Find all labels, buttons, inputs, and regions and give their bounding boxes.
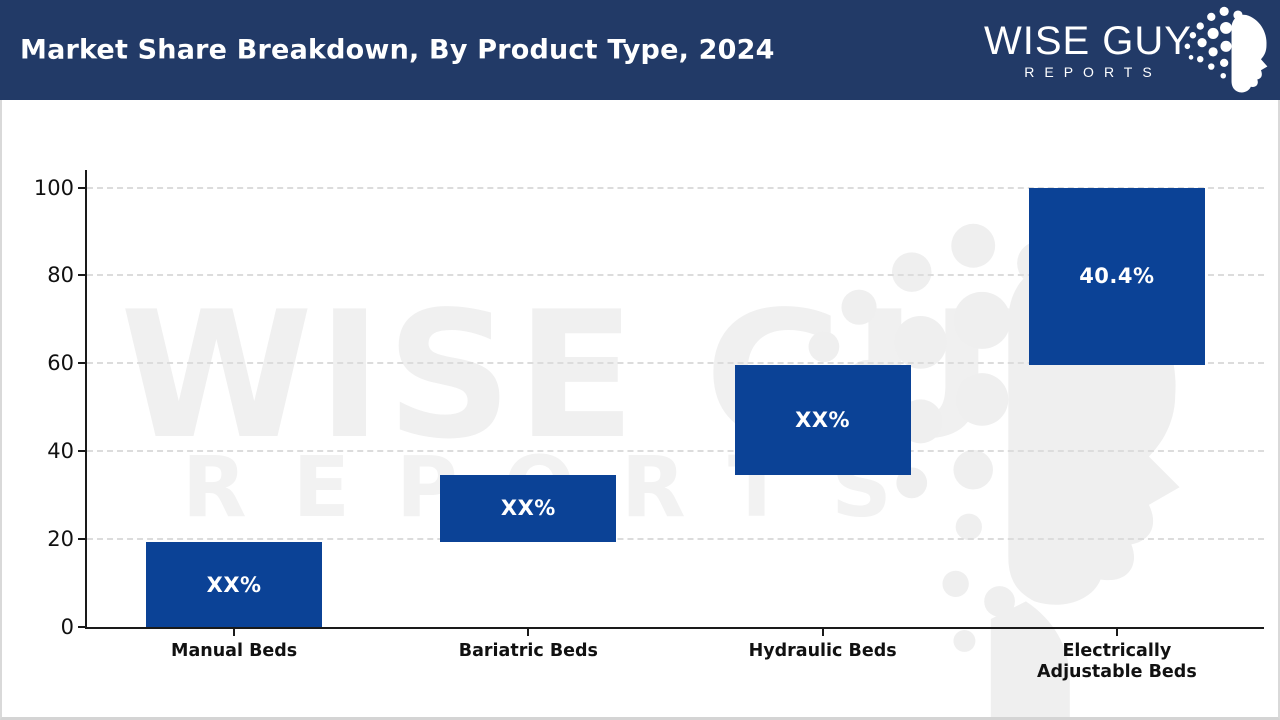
- bar-value-label: 40.4%: [1079, 264, 1155, 289]
- bar-value-label: XX%: [500, 496, 556, 521]
- chart-header: Market Share Breakdown, By Product Type,…: [0, 0, 1280, 100]
- x-category-label-1: Bariatric Beds: [458, 641, 598, 661]
- y-tick-mark-80: [78, 274, 87, 277]
- y-tick-mark-20: [78, 538, 87, 541]
- logo-head-icon: [1184, 6, 1268, 93]
- y-tick-label-40: 40: [47, 439, 74, 464]
- logo-reports-text: REPORTS: [1024, 63, 1162, 80]
- x-tick-mark-1: [527, 628, 530, 636]
- wiseguy-logo: WISE GUY REPORTS: [984, 0, 1274, 100]
- gridline-60: [87, 362, 1264, 365]
- y-tick-label-100: 100: [33, 175, 74, 200]
- y-axis-line: [85, 170, 87, 629]
- x-category-label-3: Electrically Adjustable Beds: [1036, 641, 1197, 682]
- y-tick-label-80: 80: [47, 263, 74, 288]
- gridline-20: [87, 538, 1264, 541]
- x-tick-mark-2: [821, 628, 824, 636]
- x-tick-mark-0: [233, 628, 236, 636]
- gridline-80: [87, 274, 1264, 277]
- y-tick-mark-100: [78, 186, 87, 189]
- y-tick-label-0: 0: [60, 615, 74, 639]
- gridline-40: [87, 450, 1264, 453]
- y-tick-mark-60: [78, 362, 87, 365]
- y-tick-label-20: 20: [47, 527, 74, 552]
- bar-manual-beds: XX%: [146, 542, 323, 627]
- watermark-wiseguy: WISE GUY: [120, 275, 1130, 478]
- bar-value-label: XX%: [206, 572, 262, 597]
- x-axis-line: [85, 627, 1264, 629]
- x-tick-mark-3: [1115, 628, 1118, 636]
- bar-bariatric-beds: XX%: [440, 474, 617, 543]
- x-category-label-2: Hydraulic Beds: [748, 641, 897, 661]
- y-tick-label-60: 60: [47, 351, 74, 376]
- bar-value-label: XX%: [795, 407, 851, 432]
- x-category-label-0: Manual Beds: [171, 641, 298, 661]
- chart-title: Market Share Breakdown, By Product Type,…: [20, 34, 775, 66]
- y-tick-mark-0: [78, 626, 87, 628]
- bar-hydraulic-beds: XX%: [734, 365, 911, 475]
- gridline-100: [87, 186, 1264, 189]
- y-tick-mark-40: [78, 450, 87, 453]
- logo-wiseguy-text: WISE GUY: [983, 18, 1192, 63]
- bar-electrically-adjustable-beds: 40.4%: [1028, 187, 1205, 366]
